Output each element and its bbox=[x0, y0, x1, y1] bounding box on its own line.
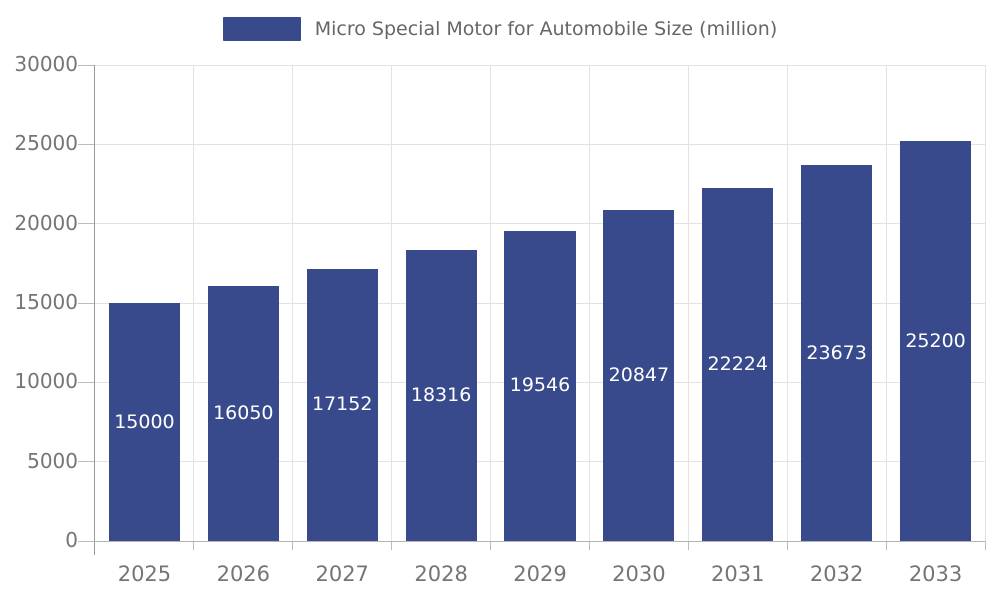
y-axis-tick bbox=[78, 381, 94, 383]
bar-value-label: 17152 bbox=[311, 393, 373, 416]
legend-swatch-icon bbox=[222, 17, 301, 41]
x-tick-label: 2033 bbox=[908, 562, 963, 586]
y-tick-label: 0 bbox=[65, 528, 78, 552]
y-axis-tick bbox=[78, 143, 94, 145]
y-tick-label: 25000 bbox=[14, 131, 78, 156]
x-axis-line bbox=[94, 541, 985, 542]
y-axis-tick bbox=[78, 540, 94, 542]
bar-2025[interactable]: 15000 bbox=[108, 303, 181, 541]
bar-value-label: 25200 bbox=[905, 329, 966, 352]
x-axis-tick bbox=[391, 541, 393, 550]
bar-value-label: 18316 bbox=[410, 384, 472, 407]
bar-2032[interactable]: 23673 bbox=[801, 165, 873, 541]
bar-2028[interactable]: 18316 bbox=[405, 250, 477, 541]
gridline-vertical bbox=[193, 65, 195, 541]
bar-value-label: 15000 bbox=[114, 410, 175, 433]
x-axis-tick bbox=[588, 541, 590, 550]
bar-2026[interactable]: 16050 bbox=[207, 286, 279, 541]
bar-value-label: 19546 bbox=[509, 374, 571, 397]
y-axis-tick bbox=[78, 461, 94, 463]
bar-value-label: 23673 bbox=[806, 341, 867, 364]
bar-value-label: 16050 bbox=[213, 402, 274, 425]
gridline-vertical bbox=[687, 65, 689, 541]
x-tick-label: 2028 bbox=[414, 562, 468, 586]
x-axis-tick bbox=[984, 541, 986, 550]
y-axis-tick bbox=[78, 302, 94, 304]
y-tick-label: 15000 bbox=[14, 290, 78, 314]
bar-2029[interactable]: 19546 bbox=[504, 230, 576, 541]
gridline-horizontal bbox=[95, 64, 985, 66]
x-axis-tick bbox=[292, 541, 294, 550]
y-tick-label: 10000 bbox=[14, 369, 78, 394]
x-tick-label: 2030 bbox=[612, 562, 666, 586]
y-axis-tick bbox=[78, 64, 94, 66]
gridline-vertical bbox=[786, 65, 788, 541]
gridline-horizontal bbox=[95, 223, 985, 225]
x-axis-tick bbox=[885, 541, 887, 550]
gridline-vertical bbox=[588, 65, 590, 541]
legend-item[interactable]: Micro Special Motor for Automobile Size … bbox=[0, 15, 1000, 43]
x-axis-tick bbox=[786, 541, 788, 550]
bar-value-label: 22224 bbox=[707, 353, 768, 376]
x-axis-tick bbox=[687, 541, 689, 550]
y-tick-label: 5000 bbox=[27, 448, 78, 473]
bar-2033[interactable]: 25200 bbox=[899, 141, 972, 541]
y-axis-tick bbox=[78, 223, 94, 225]
gridline-vertical bbox=[292, 65, 294, 541]
x-tick-label: 2032 bbox=[809, 562, 864, 586]
gridline-vertical bbox=[391, 65, 393, 541]
x-tick-label: 2026 bbox=[216, 562, 271, 586]
gridline-vertical bbox=[984, 65, 986, 541]
bar-2030[interactable]: 20847 bbox=[603, 210, 675, 541]
x-tick-label: 2029 bbox=[513, 562, 567, 586]
gridline-horizontal bbox=[95, 143, 985, 145]
x-axis-tick bbox=[490, 541, 492, 550]
x-axis-tick bbox=[193, 541, 195, 550]
bar-2031[interactable]: 22224 bbox=[702, 188, 774, 541]
plot-area: 15000 16050 17152 18316 19546 20847 22224 23673… bbox=[95, 64, 986, 541]
legend-label: Micro Special Motor for Automobile Size … bbox=[314, 18, 778, 40]
x-tick-label: 2031 bbox=[711, 562, 765, 586]
bar-value-label: 20847 bbox=[608, 364, 670, 387]
x-tick-label: 2027 bbox=[315, 562, 369, 586]
gridline-vertical bbox=[490, 65, 492, 541]
gridline-vertical bbox=[885, 65, 887, 541]
x-tick-label: 2025 bbox=[117, 562, 172, 586]
bar-2027[interactable]: 17152 bbox=[306, 268, 378, 541]
y-tick-label: 30000 bbox=[14, 52, 78, 76]
y-axis-line bbox=[94, 65, 95, 555]
y-tick-label: 20000 bbox=[14, 210, 78, 235]
